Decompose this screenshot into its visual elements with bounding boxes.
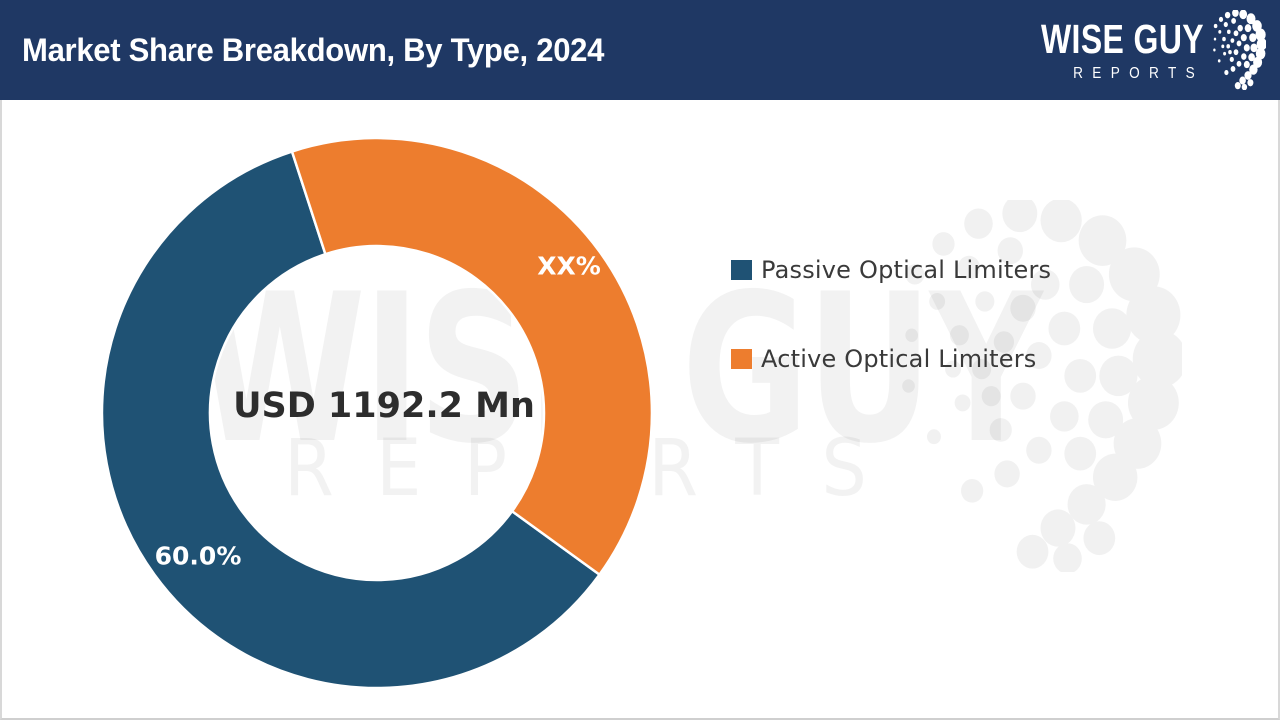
donut-center-value: USD 1192.2 Mn [233,386,535,426]
header-bar: Market Share Breakdown, By Type, 2024 WI… [0,0,1280,100]
slice-label-active: XX% [537,251,601,281]
chart-area: WISE GUY REPORTS XX% 60.0% USD 1192.2 Mn… [0,100,1280,720]
slice-label-passive: 60.0% [154,541,242,571]
wiseguy-logo: WISE GUY REPORTS [995,10,1266,90]
pie-slice-passive [100,150,601,690]
legend-label-passive: Passive Optical Limiters [761,256,1052,284]
legend-item-active: Active Optical Limiters [731,345,1051,373]
legend-item-passive: Passive Optical Limiters [731,256,1051,284]
wiseguy-face-icon [1213,10,1266,90]
legend-swatch-passive [731,260,752,280]
logo-name: WISE GUY [1040,15,1204,62]
logo-subtitle: REPORTS [1073,64,1204,82]
donut-chart [100,136,654,690]
legend-swatch-active [731,349,752,369]
pie-slice-active [290,136,654,576]
legend-label-active: Active Optical Limiters [761,345,1037,373]
legend: Passive Optical Limiters Active Optical … [731,256,1051,373]
chart-title: Market Share Breakdown, By Type, 2024 [22,31,605,68]
